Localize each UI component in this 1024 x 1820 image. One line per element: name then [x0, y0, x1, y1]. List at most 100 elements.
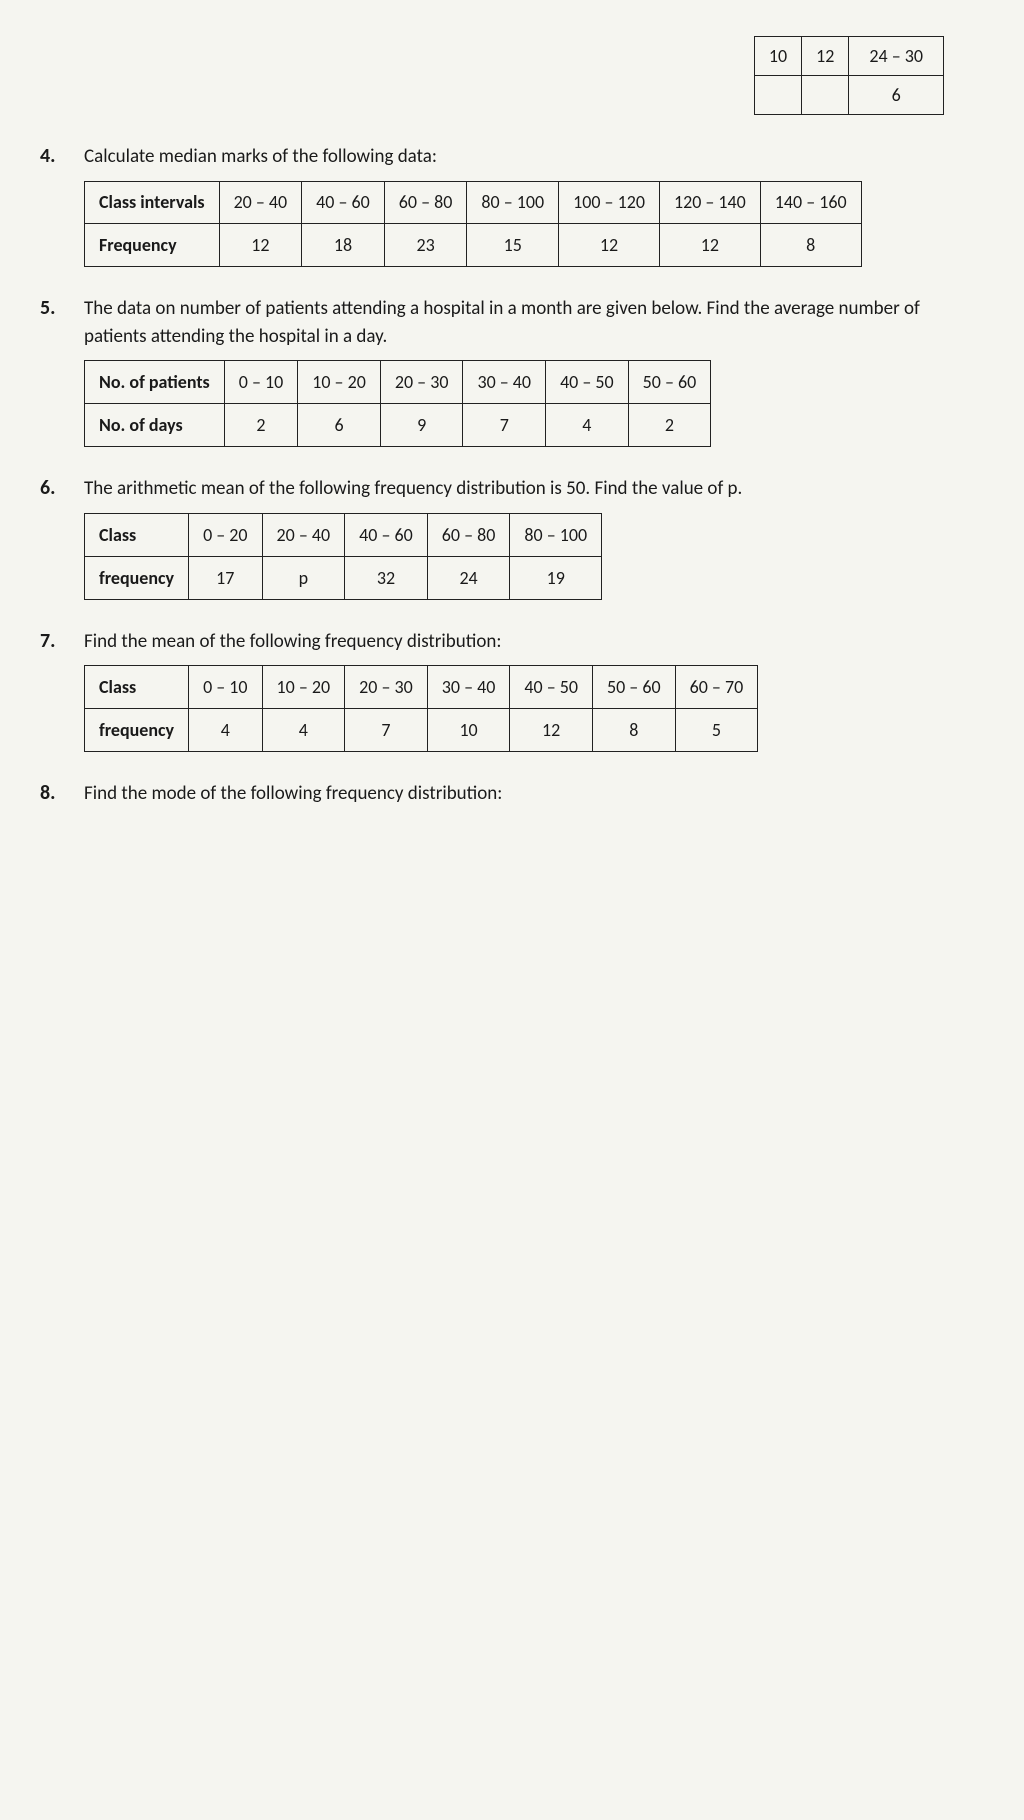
cell: 32 — [345, 556, 428, 599]
cell: 19 — [510, 556, 602, 599]
row-header: Class — [85, 513, 189, 556]
cell: 2 — [224, 404, 297, 447]
cell: 50 – 60 — [628, 361, 711, 404]
question-line: 6. The arithmetic mean of the following … — [40, 475, 984, 503]
question-8: 8. Find the mode of the following freque… — [40, 780, 984, 808]
cell: 10 — [754, 37, 801, 76]
cell: 20 – 30 — [380, 361, 463, 404]
cell: 23 — [384, 224, 467, 267]
table-row: Class intervals 20 – 40 40 – 60 60 – 80 … — [85, 181, 862, 224]
cell: 17 — [189, 556, 262, 599]
cell — [754, 76, 801, 115]
question-4: 4. Calculate median marks of the followi… — [40, 143, 984, 267]
question-number: 7. — [40, 629, 68, 653]
header-label: Class intervals — [99, 192, 205, 214]
cell: 24 – 30 — [849, 37, 944, 76]
cell: 9 — [380, 404, 463, 447]
partial-table: 10 12 24 – 30 6 — [754, 36, 944, 115]
question-number: 5. — [40, 296, 68, 320]
cell: 40 – 50 — [510, 666, 593, 709]
q5-table: No. of patients 0 – 10 10 – 20 20 – 30 3… — [84, 360, 711, 447]
table-row: 10 12 24 – 30 — [754, 37, 943, 76]
question-text: Calculate median marks of the following … — [84, 143, 984, 171]
cell: 7 — [345, 709, 428, 752]
q6-table: Class 0 – 20 20 – 40 40 – 60 60 – 80 80 … — [84, 513, 602, 600]
cell: 40 – 60 — [345, 513, 428, 556]
row-header: Class intervals — [85, 181, 220, 224]
cell: 30 – 40 — [463, 361, 546, 404]
question-number: 6. — [40, 476, 68, 500]
table-row: No. of days 2 6 9 7 4 2 — [85, 404, 711, 447]
cell: 15 — [467, 224, 559, 267]
cell: 24 — [427, 556, 510, 599]
table-row: frequency 17 p 32 24 19 — [85, 556, 602, 599]
question-text: Find the mode of the following frequency… — [84, 780, 984, 808]
row-header: No. of days — [85, 404, 225, 447]
cell: 30 – 40 — [427, 666, 510, 709]
question-line: 8. Find the mode of the following freque… — [40, 780, 984, 808]
cell: 50 – 60 — [592, 666, 675, 709]
cell: 10 — [427, 709, 510, 752]
question-line: 7. Find the mean of the following freque… — [40, 628, 984, 656]
cell: 60 – 80 — [384, 181, 467, 224]
row-header: Frequency — [85, 224, 220, 267]
cell: 8 — [760, 224, 861, 267]
cell: 0 – 10 — [224, 361, 297, 404]
question-line: 4. Calculate median marks of the followi… — [40, 143, 984, 171]
cell: 0 – 20 — [189, 513, 262, 556]
cell: 18 — [302, 224, 385, 267]
question-number: 4. — [40, 144, 68, 168]
cell — [802, 76, 849, 115]
question-text: The data on number of patients attending… — [84, 295, 984, 350]
table-row: Class 0 – 10 10 – 20 20 – 30 30 – 40 40 … — [85, 666, 758, 709]
cell: 6 — [298, 404, 381, 447]
row-header: frequency — [85, 556, 189, 599]
cell: 4 — [189, 709, 262, 752]
cell: 20 – 40 — [262, 513, 345, 556]
question-7: 7. Find the mean of the following freque… — [40, 628, 984, 753]
cell: 5 — [675, 709, 758, 752]
cell: 140 – 160 — [760, 181, 861, 224]
table-row: 6 — [754, 76, 943, 115]
cell: 80 – 100 — [467, 181, 559, 224]
cell: 12 — [659, 224, 760, 267]
q7-table: Class 0 – 10 10 – 20 20 – 30 30 – 40 40 … — [84, 665, 758, 752]
cell: p — [262, 556, 345, 599]
cell: 12 — [802, 37, 849, 76]
cell: 10 – 20 — [262, 666, 345, 709]
cell: 20 – 40 — [219, 181, 302, 224]
cell: 100 – 120 — [559, 181, 660, 224]
q4-table: Class intervals 20 – 40 40 – 60 60 – 80 … — [84, 181, 862, 268]
cell: 8 — [592, 709, 675, 752]
question-5: 5. The data on number of patients attend… — [40, 295, 984, 447]
question-text: The arithmetic mean of the following fre… — [84, 475, 984, 503]
cell: 12 — [510, 709, 593, 752]
cell: 2 — [628, 404, 711, 447]
table-row: frequency 4 4 7 10 12 8 5 — [85, 709, 758, 752]
cell: 12 — [559, 224, 660, 267]
table-row: Frequency 12 18 23 15 12 12 8 — [85, 224, 862, 267]
cell: 6 — [849, 76, 944, 115]
cell: 0 – 10 — [189, 666, 262, 709]
row-header: Class — [85, 666, 189, 709]
cell: 4 — [262, 709, 345, 752]
partial-table-fragment: 10 12 24 – 30 6 — [40, 36, 984, 115]
cell: 20 – 30 — [345, 666, 428, 709]
cell: 40 – 60 — [302, 181, 385, 224]
row-header: No. of patients — [85, 361, 225, 404]
cell: 40 – 50 — [546, 361, 629, 404]
table-row: Class 0 – 20 20 – 40 40 – 60 60 – 80 80 … — [85, 513, 602, 556]
table-row: No. of patients 0 – 10 10 – 20 20 – 30 3… — [85, 361, 711, 404]
cell: 12 — [219, 224, 302, 267]
question-line: 5. The data on number of patients attend… — [40, 295, 984, 350]
cell: 60 – 80 — [427, 513, 510, 556]
question-text: Find the mean of the following frequency… — [84, 628, 984, 656]
question-number: 8. — [40, 781, 68, 805]
cell: 4 — [546, 404, 629, 447]
cell: 80 – 100 — [510, 513, 602, 556]
question-6: 6. The arithmetic mean of the following … — [40, 475, 984, 600]
cell: 10 – 20 — [298, 361, 381, 404]
cell: 120 – 140 — [659, 181, 760, 224]
row-header: frequency — [85, 709, 189, 752]
cell: 60 – 70 — [675, 666, 758, 709]
